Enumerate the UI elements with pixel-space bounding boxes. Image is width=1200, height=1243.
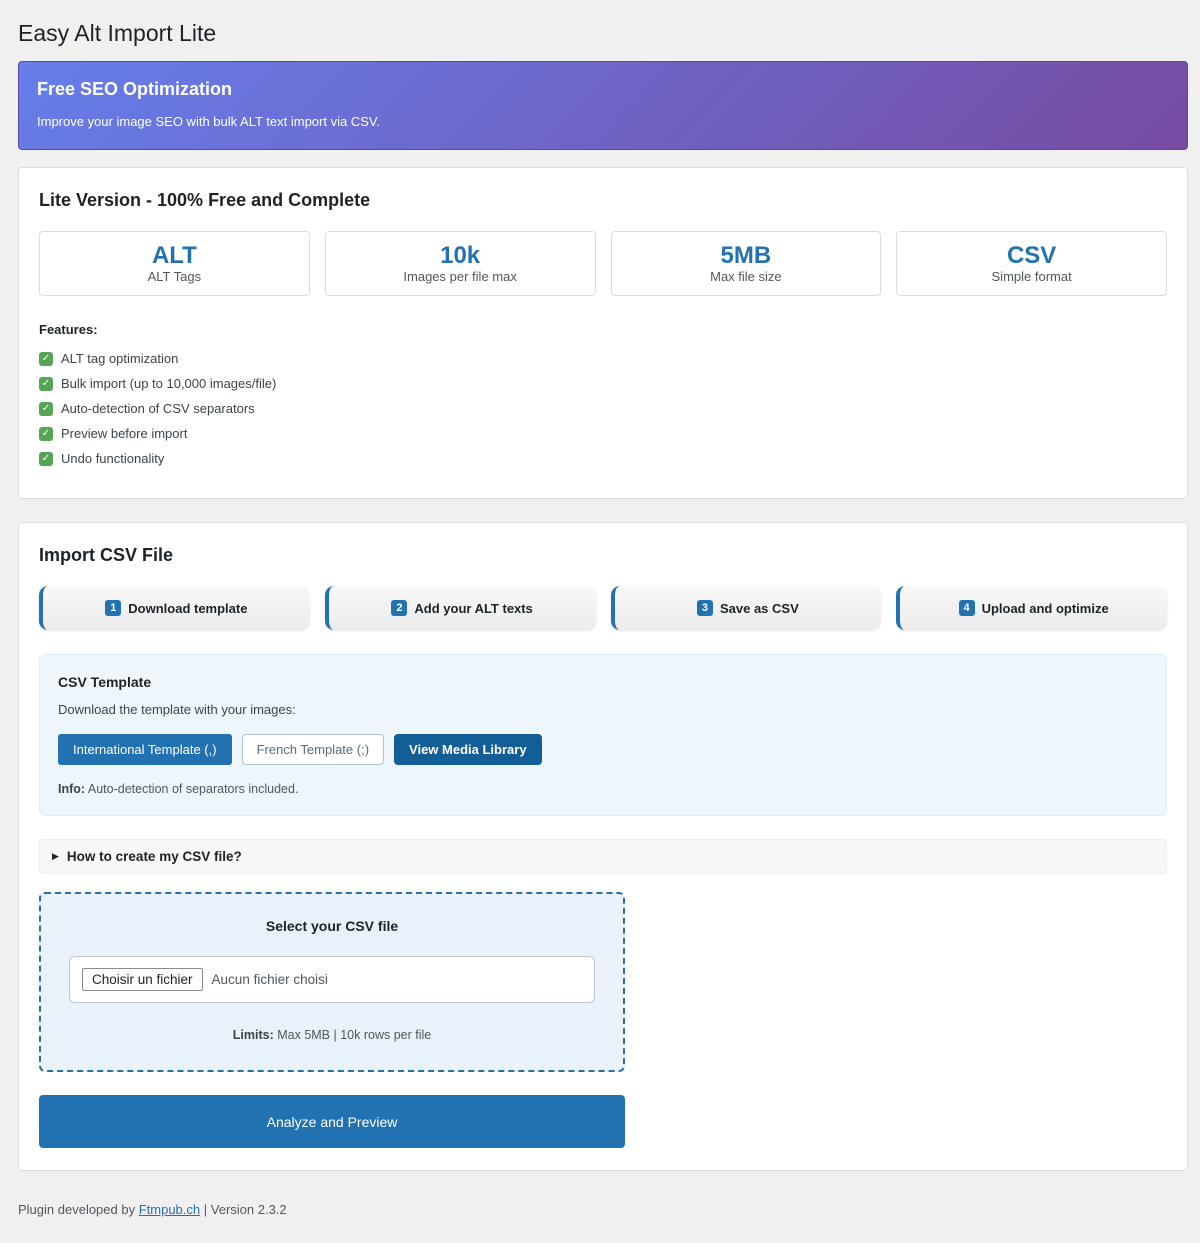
page-title: Easy Alt Import Lite	[18, 20, 217, 46]
info-label: Info:	[58, 782, 86, 796]
choose-file-button[interactable]: Choisir un fichier	[82, 968, 203, 991]
steps-row: 1 Download template 2 Add your ALT texts…	[39, 586, 1167, 630]
feature-item: ✓ Undo functionality	[39, 451, 1167, 466]
checkmark-icon: ✓	[39, 451, 53, 466]
csv-template-title: CSV Template	[58, 674, 152, 690]
step-number-badge: 2	[391, 600, 408, 616]
limits-text: Limits: Max 5MB | 10k rows per file	[69, 1028, 595, 1042]
feature-label: Bulk import (up to 10,000 images/file)	[61, 376, 277, 391]
analyze-preview-button[interactable]: Analyze and Preview	[39, 1095, 625, 1148]
lite-version-card: Lite Version - 100% Free and Complete AL…	[18, 167, 1188, 499]
feature-item: ✓ ALT tag optimization	[39, 351, 1167, 366]
step-number-badge: 4	[958, 600, 975, 616]
template-buttons-row: International Template (,) French Templa…	[58, 734, 1148, 765]
stat-label: Images per file max	[403, 268, 517, 284]
separator-info: Info: Auto-detection of separators inclu…	[58, 782, 1148, 796]
dropzone-title: Select your CSV file	[265, 918, 399, 934]
features-list: ✓ ALT tag optimization ✓ Bulk import (up…	[39, 351, 1167, 466]
step-number-badge: 3	[696, 600, 713, 616]
footer-prefix: Plugin developed by	[18, 1202, 136, 1217]
stat-value: CSV	[1006, 242, 1057, 270]
stat-label: Simple format	[991, 268, 1072, 284]
feature-label: Auto-detection of CSV separators	[61, 401, 255, 416]
step-add-alt-texts: 2 Add your ALT texts	[324, 586, 596, 630]
footer-version: | Version 2.3.2	[203, 1202, 287, 1217]
feature-label: Undo functionality	[61, 451, 165, 466]
feature-item: ✓ Bulk import (up to 10,000 images/file)	[39, 376, 1167, 391]
features-heading: Features:	[39, 322, 98, 337]
stat-alt-tags: ALT ALT Tags	[39, 231, 310, 296]
checkmark-icon: ✓	[39, 401, 53, 416]
stat-csv-format: CSV Simple format	[896, 231, 1167, 296]
banner-title: Free SEO Optimization	[37, 79, 233, 99]
checkmark-icon: ✓	[39, 426, 53, 441]
ftmpub-link[interactable]: Ftmpub.ch	[138, 1202, 201, 1217]
banner-subtitle: Improve your image SEO with bulk ALT tex…	[37, 114, 380, 129]
import-csv-title: Import CSV File	[39, 545, 174, 565]
step-label: Upload and optimize	[981, 600, 1109, 616]
stat-images-max: 10k Images per file max	[324, 231, 596, 296]
stat-value: 5MB	[720, 242, 772, 270]
stat-max-file-size: 5MB Max file size	[610, 231, 882, 296]
feature-item: ✓ Preview before import	[39, 426, 1167, 441]
step-save-as-csv: 3 Save as CSV	[610, 586, 882, 630]
stat-label: ALT Tags	[147, 268, 202, 284]
limits-label: Limits:	[232, 1028, 274, 1042]
file-input[interactable]: Choisir un fichier Aucun fichier choisi	[69, 956, 595, 1003]
view-media-library-button[interactable]: View Media Library	[394, 734, 542, 765]
lite-version-title: Lite Version - 100% Free and Complete	[39, 190, 371, 210]
csv-dropzone[interactable]: Select your CSV file Choisir un fichier …	[39, 892, 625, 1072]
stat-value: ALT	[151, 242, 197, 270]
footer: Plugin developed by Ftmpub.ch | Version …	[18, 1194, 1188, 1227]
step-label: Add your ALT texts	[414, 600, 533, 616]
seo-banner: Free SEO Optimization Improve your image…	[18, 61, 1188, 150]
chevron-right-icon: ▶	[52, 851, 59, 861]
stats-row: ALT ALT Tags 10k Images per file max 5MB…	[39, 231, 1167, 296]
csv-template-box: CSV Template Download the template with …	[39, 654, 1167, 816]
limits-value: Max 5MB | 10k rows per file	[277, 1028, 432, 1042]
feature-label: Preview before import	[61, 426, 188, 441]
step-download-template: 1 Download template	[39, 586, 310, 630]
file-status-text: Aucun fichier choisi	[211, 972, 328, 987]
how-to-accordion[interactable]: ▶ How to create my CSV file?	[39, 839, 1167, 874]
accordion-label: How to create my CSV file?	[66, 849, 242, 864]
import-csv-card: Import CSV File 1 Download template 2 Ad…	[18, 522, 1188, 1171]
csv-template-description: Download the template with your images:	[58, 702, 296, 717]
step-upload-optimize: 4 Upload and optimize	[896, 586, 1167, 630]
step-number-badge: 1	[105, 600, 122, 616]
stat-label: Max file size	[710, 268, 782, 284]
step-label: Download template	[128, 600, 248, 616]
international-template-button[interactable]: International Template (,)	[58, 734, 232, 765]
info-text: Auto-detection of separators included.	[87, 782, 299, 796]
step-label: Save as CSV	[719, 600, 799, 616]
feature-item: ✓ Auto-detection of CSV separators	[39, 401, 1167, 416]
stat-value: 10k	[440, 242, 481, 270]
checkmark-icon: ✓	[39, 351, 53, 366]
french-template-button[interactable]: French Template (;)	[241, 734, 385, 765]
checkmark-icon: ✓	[39, 376, 53, 391]
feature-label: ALT tag optimization	[61, 351, 179, 366]
